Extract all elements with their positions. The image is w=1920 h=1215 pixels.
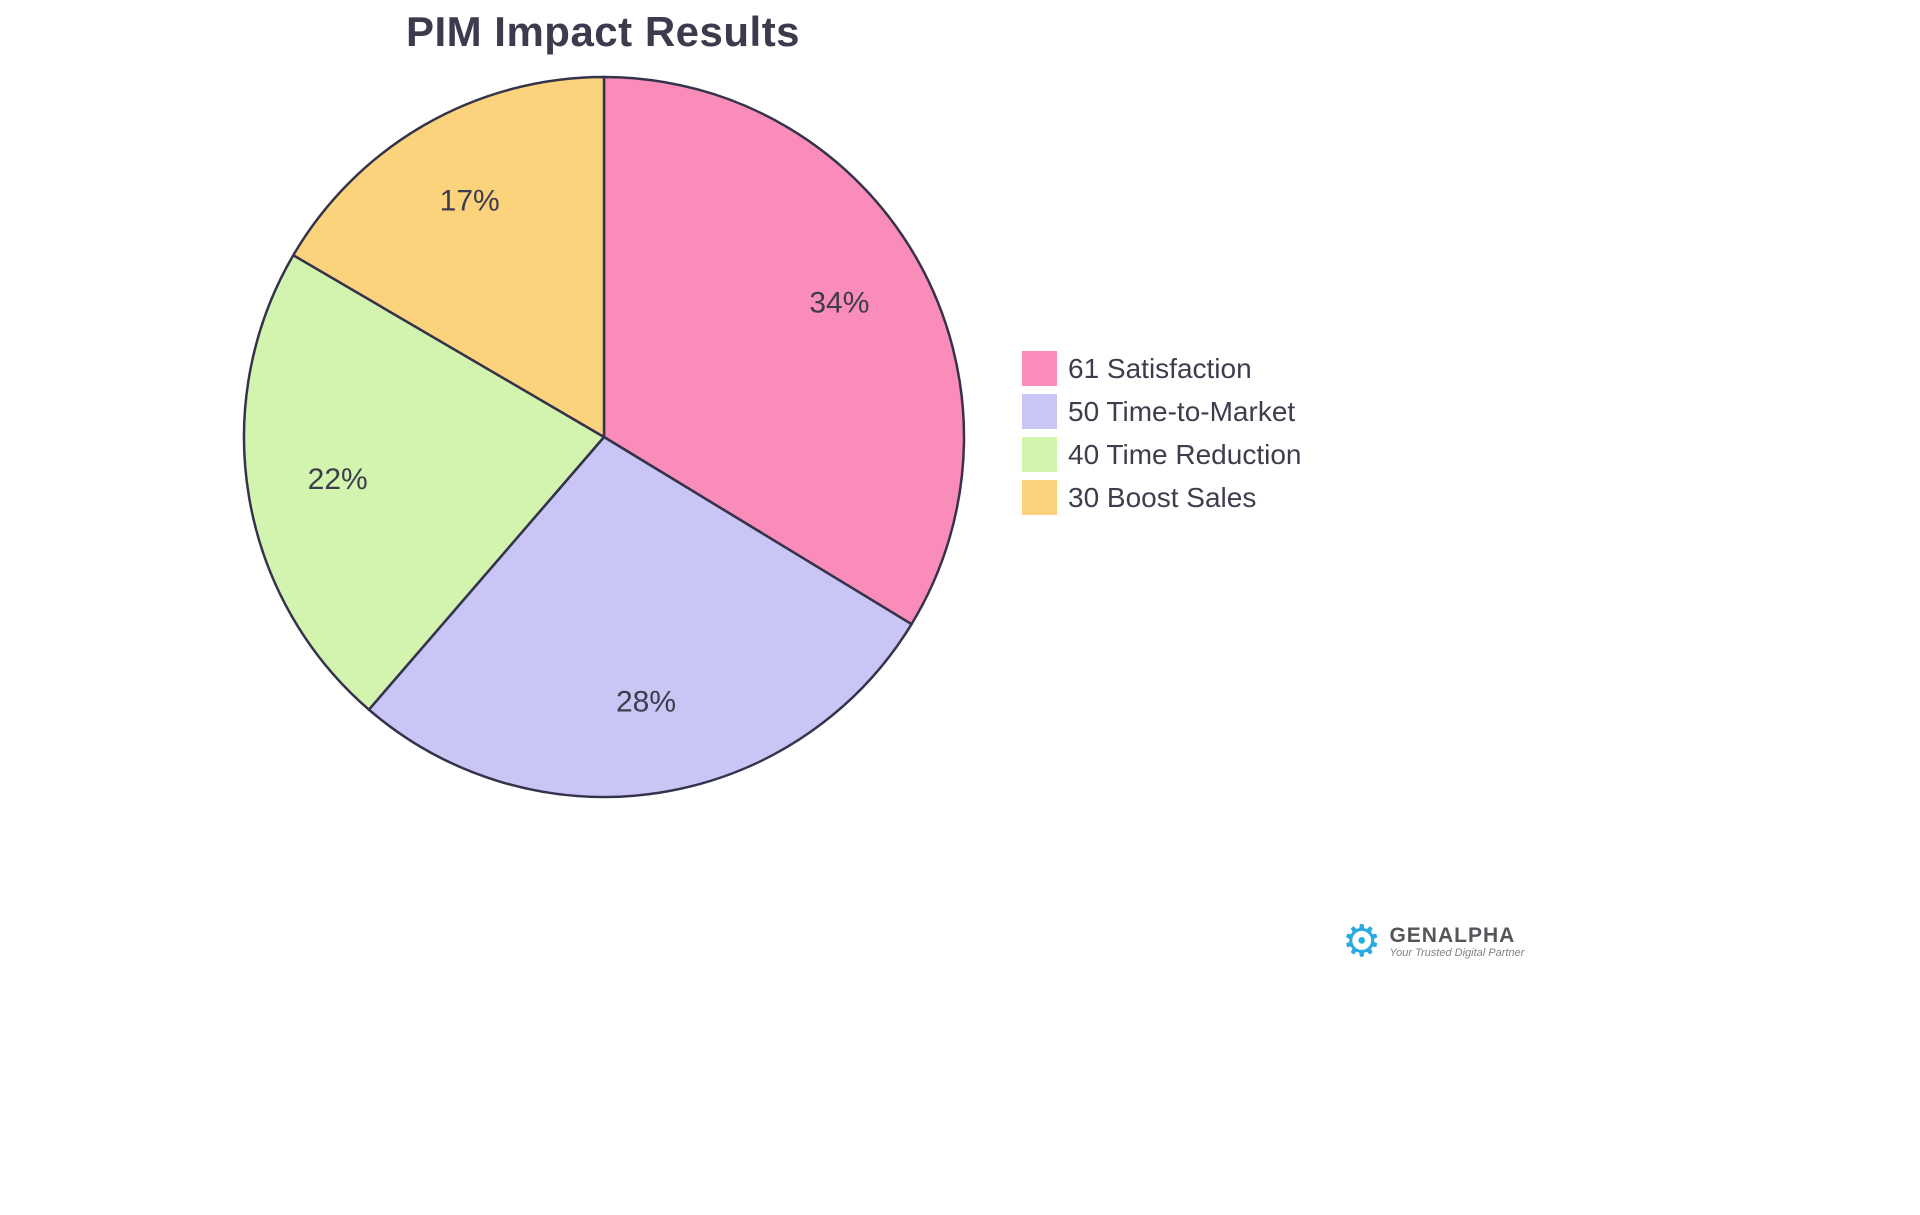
legend-swatch	[1022, 437, 1057, 472]
chart-title: PIM Impact Results	[405, 8, 801, 55]
legend-label: 30 Boost Sales	[1068, 481, 1257, 513]
pie-slice-2	[242, 253, 606, 711]
brand-tagline: Your Trusted Digital Partner	[1389, 946, 1525, 959]
legend-item-1: 50 Time-to-Market	[1022, 394, 1301, 429]
pie-slice-3	[292, 75, 606, 439]
legend-label: 40 Time Reduction	[1068, 438, 1302, 470]
legend-item-2: 40 Time Reduction	[1022, 437, 1301, 472]
legend-label: 50 Time-to-Market	[1068, 395, 1296, 427]
pie-slice-1	[367, 435, 913, 799]
pie-slice-percent-label: 17%	[440, 185, 500, 218]
brand-name: GENALPHA	[1389, 923, 1516, 947]
pie-slice-0	[602, 75, 966, 626]
brand-logo: ⚙ GENALPHA Your Trusted Digital Partner	[1342, 920, 1524, 964]
pie-slice-percent-label: 34%	[809, 287, 869, 320]
gear-icon: ⚙	[1342, 917, 1382, 966]
legend-swatch	[1022, 480, 1057, 515]
legend: 61 Satisfaction 50 Time-to-Market 40 Time …	[1022, 351, 1301, 515]
pie-slice-percent-label: 28%	[616, 686, 676, 719]
legend-item-0: 61 Satisfaction	[1022, 351, 1301, 386]
pie-chart: 34% 28% 22% 17%	[240, 73, 968, 801]
pie-chart-svg: 34% 28% 22% 17%	[242, 75, 966, 799]
legend-swatch	[1022, 394, 1057, 429]
legend-swatch	[1022, 351, 1057, 386]
legend-item-3: 30 Boost Sales	[1022, 480, 1301, 515]
pie-slice-percent-label: 22%	[308, 463, 368, 496]
legend-label: 61 Satisfaction	[1068, 352, 1252, 384]
